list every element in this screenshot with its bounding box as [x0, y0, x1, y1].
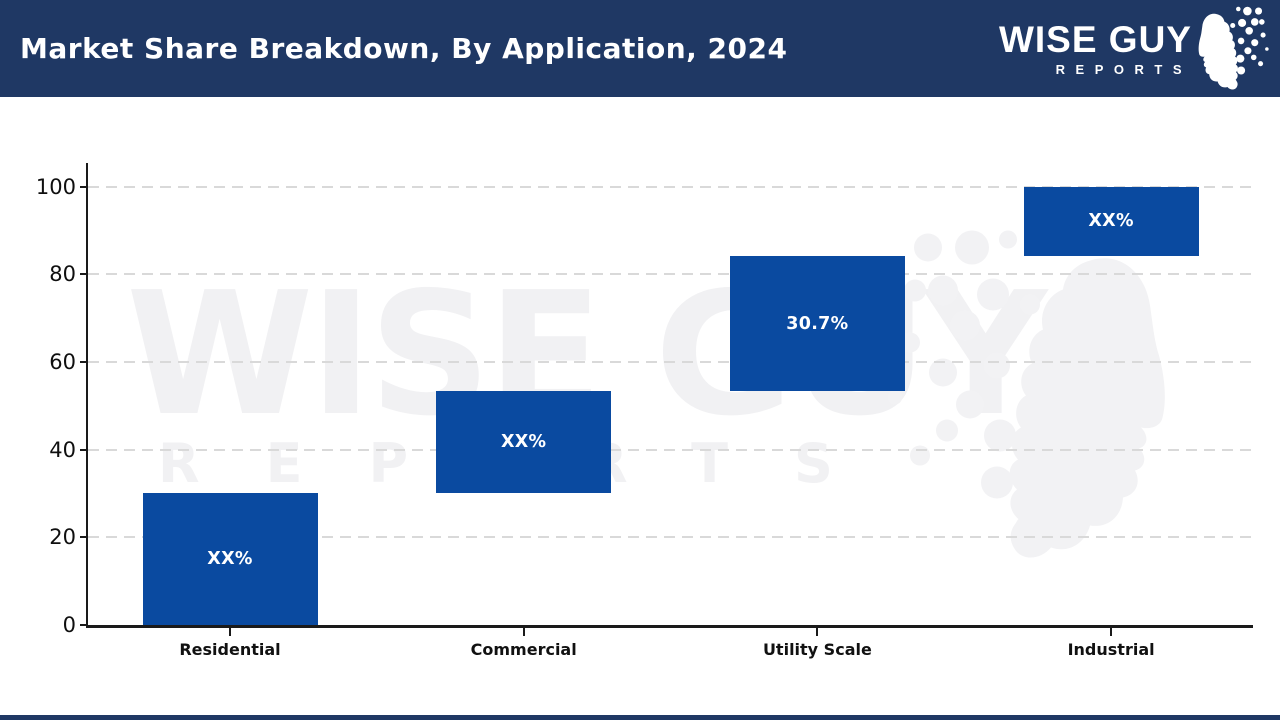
plot-area: WISE GUY REPORTS XX%XX%30.7%XX% 02040608…	[0, 97, 1280, 715]
header-bar: Market Share Breakdown, By Application, …	[0, 0, 1280, 97]
y-tick-40	[80, 448, 88, 451]
chart-title: Market Share Breakdown, By Application, …	[20, 32, 788, 65]
y-tick-label-100: 100	[35, 174, 76, 199]
y-tick-20	[80, 536, 88, 539]
y-tick-label-60: 60	[49, 349, 76, 374]
x-tick-1	[229, 628, 231, 636]
x-category-label: Commercial	[470, 640, 577, 659]
x-axis-spine	[86, 625, 1253, 628]
y-tick-100	[80, 185, 88, 188]
bar-residential: XX%	[142, 493, 318, 625]
x-tick-2	[522, 628, 525, 636]
gridline-y60	[88, 360, 1253, 363]
gridline-y20	[88, 536, 1253, 539]
y-tick-label-20: 20	[49, 525, 76, 550]
y-tick-80	[80, 273, 88, 276]
wise-guy-reports-logo: WISE GUY REPORTS	[999, 6, 1272, 92]
bar-utility-scale: 30.7%	[729, 256, 905, 391]
bar-commercial: XX%	[436, 390, 612, 494]
x-tick-3	[816, 628, 819, 636]
gridline-y100	[88, 185, 1253, 188]
bar-value-label: XX%	[207, 549, 253, 570]
x-category-label: Industrial	[1067, 640, 1155, 659]
logo-head-icon	[1196, 6, 1272, 92]
y-tick-label-80: 80	[49, 262, 76, 287]
y-tick-0	[80, 624, 88, 626]
bar-value-label: XX%	[500, 432, 547, 453]
gridline-y40	[88, 448, 1253, 451]
y-tick-label-40: 40	[49, 437, 76, 462]
x-category-label: Residential	[179, 640, 281, 659]
bar-value-label: XX%	[1088, 211, 1134, 232]
bar-value-label: 30.7%	[786, 313, 849, 334]
x-category-label: Utility Scale	[762, 640, 872, 659]
x-tick-4	[1110, 628, 1113, 636]
bar-industrial: XX%	[1023, 186, 1199, 257]
gridline-y80	[88, 273, 1253, 276]
y-tick-label-0: 0	[62, 613, 76, 637]
logo-wordmark: WISE GUY	[998, 19, 1192, 61]
y-axis-spine	[86, 163, 88, 628]
footer-bar	[0, 715, 1280, 720]
logo-text: WISE GUY REPORTS	[998, 19, 1192, 77]
logo-subtitle: REPORTS	[1055, 61, 1192, 77]
watermark-head-icon	[875, 225, 1175, 574]
y-tick-60	[80, 360, 88, 363]
